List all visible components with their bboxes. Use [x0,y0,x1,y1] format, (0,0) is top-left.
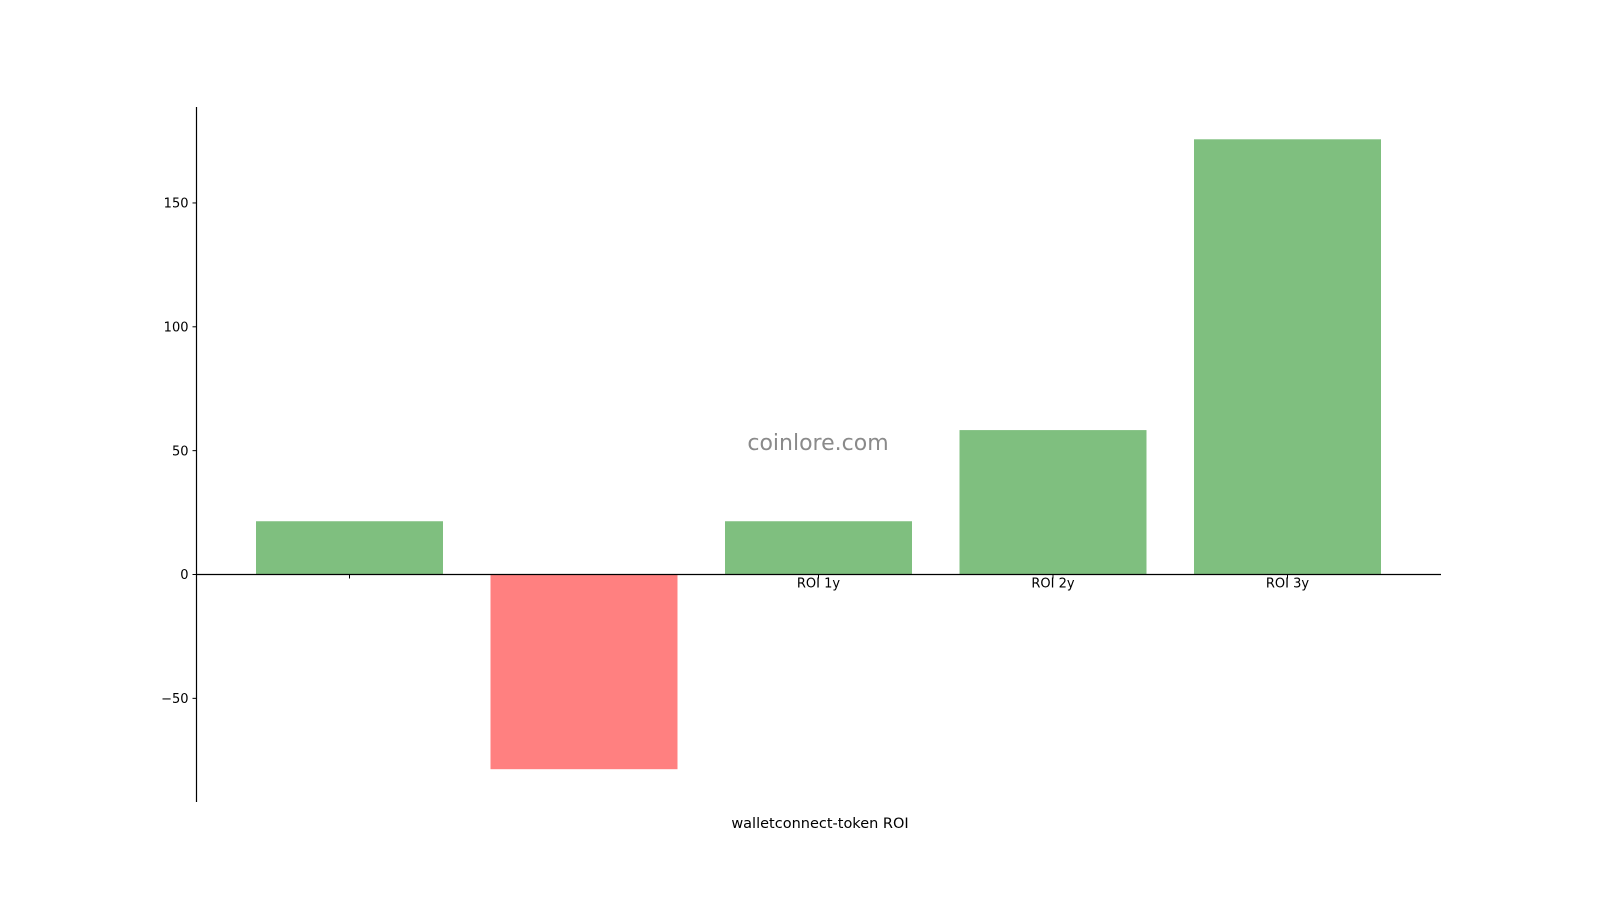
chart-title: walletconnect-token ROI [731,816,909,832]
bar-1 [490,574,678,770]
bar-3 [959,430,1147,575]
y-tick-label-4: −50 [161,692,188,707]
x-tick-label-3: ROI 2y [1031,577,1075,592]
y-tick-label-3: 0 [180,568,188,583]
x-tick-label-2: ROI 1y [797,577,841,592]
bar-0 [256,521,443,575]
y-tick-label-2: 50 [172,444,189,459]
bar-4 [1194,139,1381,575]
watermark: coinlore.com [747,431,889,456]
x-tick-label-4: ROI 3y [1266,577,1310,592]
y-tick-label-1: 100 [164,320,189,335]
y-tick-label-0: 150 [164,197,189,212]
bar-2 [725,521,912,575]
